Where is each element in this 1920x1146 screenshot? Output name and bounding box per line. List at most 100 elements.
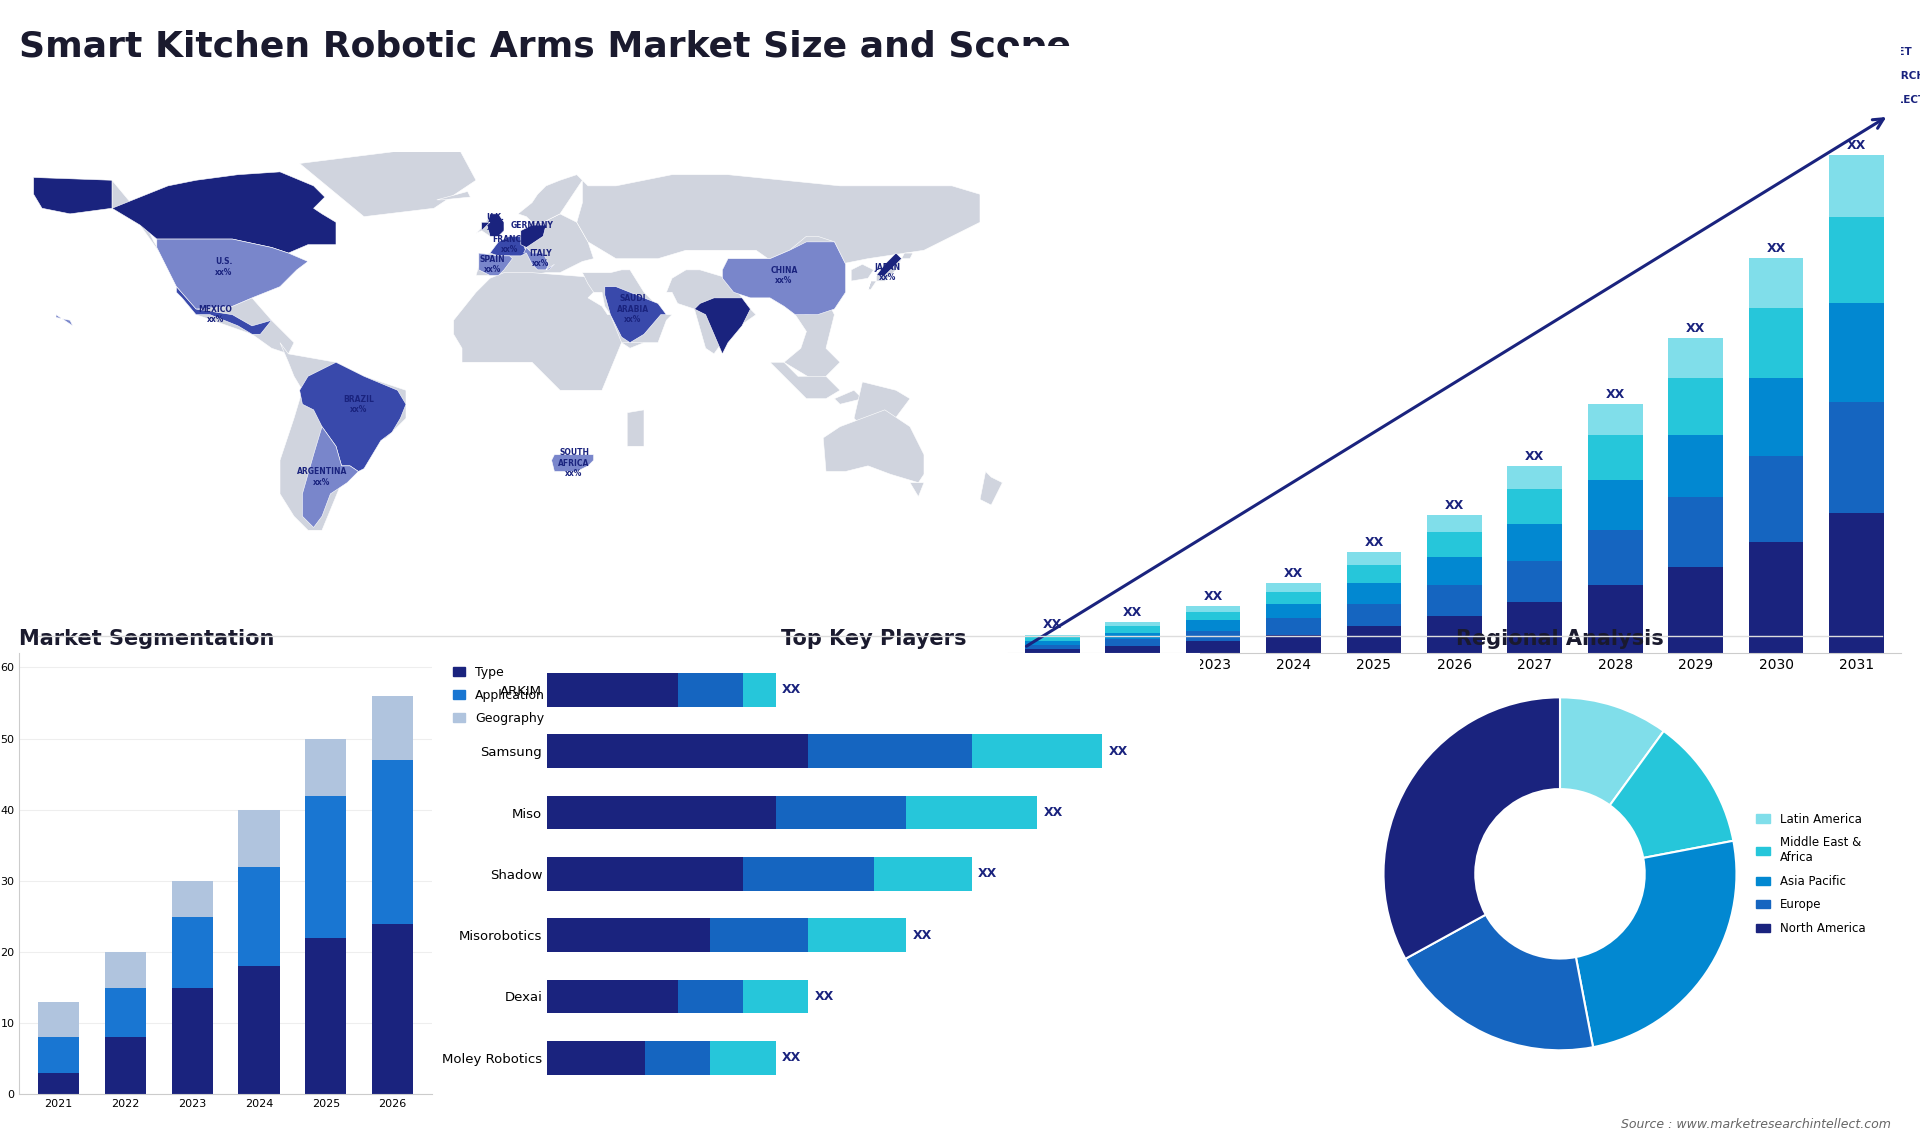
Bar xyxy=(1588,529,1644,586)
Bar xyxy=(972,735,1102,768)
Bar xyxy=(305,739,346,795)
Text: Smart Kitchen Robotic Arms Market Size and Scope: Smart Kitchen Robotic Arms Market Size a… xyxy=(19,30,1071,64)
Bar xyxy=(743,673,776,707)
Bar xyxy=(1187,641,1240,653)
Polygon shape xyxy=(824,410,924,482)
Bar xyxy=(1507,466,1563,488)
Legend: Latin America, Middle East &
Africa, Asia Pacific, Europe, North America: Latin America, Middle East & Africa, Asi… xyxy=(1751,808,1870,940)
Bar xyxy=(171,917,213,988)
Bar xyxy=(372,696,413,760)
Bar xyxy=(106,1037,146,1094)
Bar xyxy=(1749,542,1803,653)
Bar xyxy=(305,795,346,937)
Polygon shape xyxy=(438,191,470,199)
Bar xyxy=(547,1041,645,1075)
Polygon shape xyxy=(628,410,643,446)
Bar xyxy=(1025,635,1079,637)
Polygon shape xyxy=(300,362,405,471)
Bar xyxy=(1427,617,1482,653)
Text: XX: XX xyxy=(1043,619,1062,631)
Wedge shape xyxy=(1576,841,1736,1047)
Text: CHINA
xx%: CHINA xx% xyxy=(770,266,797,285)
Text: Source : www.marketresearchintellect.com: Source : www.marketresearchintellect.com xyxy=(1620,1117,1891,1131)
Polygon shape xyxy=(851,265,874,281)
Bar xyxy=(1749,377,1803,456)
Polygon shape xyxy=(551,455,593,471)
Text: XX: XX xyxy=(1444,500,1465,512)
Bar xyxy=(372,924,413,1094)
Text: XX: XX xyxy=(1204,589,1223,603)
Polygon shape xyxy=(490,236,526,256)
Bar xyxy=(171,881,213,917)
Polygon shape xyxy=(835,391,862,405)
Title: Regional Analysis: Regional Analysis xyxy=(1455,629,1665,649)
Bar xyxy=(1346,552,1402,565)
Bar xyxy=(1346,604,1402,627)
Bar xyxy=(1265,635,1321,653)
Polygon shape xyxy=(482,222,490,230)
Polygon shape xyxy=(524,248,555,269)
Polygon shape xyxy=(1553,47,1695,133)
Bar xyxy=(1346,565,1402,583)
Text: Market Segmentation: Market Segmentation xyxy=(19,629,275,649)
Bar xyxy=(1427,586,1482,617)
Bar xyxy=(238,966,280,1094)
Bar xyxy=(38,1002,79,1037)
Polygon shape xyxy=(868,281,876,290)
Bar xyxy=(1265,591,1321,604)
Polygon shape xyxy=(518,174,582,222)
Polygon shape xyxy=(177,286,271,335)
Polygon shape xyxy=(33,178,111,209)
Bar xyxy=(808,735,972,768)
Text: XX: XX xyxy=(1284,567,1304,580)
Bar xyxy=(1427,532,1482,557)
Polygon shape xyxy=(56,315,73,325)
Polygon shape xyxy=(157,240,307,309)
Bar xyxy=(1187,620,1240,630)
Bar xyxy=(1507,524,1563,560)
Polygon shape xyxy=(1695,47,1837,133)
Bar xyxy=(1187,606,1240,612)
Bar xyxy=(1588,586,1644,653)
Bar xyxy=(238,866,280,966)
Legend: Type, Application, Geography: Type, Application, Geography xyxy=(447,659,551,731)
Bar xyxy=(1830,402,1884,513)
Bar xyxy=(1507,560,1563,602)
Bar xyxy=(1668,435,1722,497)
Polygon shape xyxy=(111,172,336,253)
Polygon shape xyxy=(1607,76,1786,133)
Text: INDIA
xx%: INDIA xx% xyxy=(712,311,737,330)
Bar xyxy=(1187,630,1240,641)
Wedge shape xyxy=(1405,915,1594,1050)
Bar xyxy=(1427,516,1482,532)
Text: U.S.
xx%: U.S. xx% xyxy=(215,258,232,277)
Polygon shape xyxy=(876,253,902,281)
Text: XX: XX xyxy=(912,928,931,942)
Polygon shape xyxy=(854,382,910,432)
Bar xyxy=(1749,258,1803,307)
Bar xyxy=(1749,456,1803,542)
Bar xyxy=(305,937,346,1094)
Polygon shape xyxy=(300,144,476,217)
Bar xyxy=(1668,567,1722,653)
Bar xyxy=(1668,338,1722,377)
Text: ITALY
xx%: ITALY xx% xyxy=(530,249,551,268)
Polygon shape xyxy=(582,269,672,343)
Polygon shape xyxy=(868,253,902,290)
Bar xyxy=(1346,583,1402,604)
Bar xyxy=(678,980,743,1013)
Bar xyxy=(1265,604,1321,618)
Text: XX: XX xyxy=(977,868,996,880)
Polygon shape xyxy=(520,225,545,248)
Text: GERMANY
xx%: GERMANY xx% xyxy=(511,221,553,241)
Bar xyxy=(106,952,146,988)
Bar xyxy=(1106,638,1160,646)
Text: XX: XX xyxy=(781,683,801,697)
Bar xyxy=(1265,618,1321,635)
Polygon shape xyxy=(910,482,924,496)
Bar xyxy=(1830,513,1884,653)
Bar xyxy=(547,735,808,768)
Text: SOUTH
AFRICA
xx%: SOUTH AFRICA xx% xyxy=(559,448,589,478)
Text: XX: XX xyxy=(1524,449,1544,463)
Bar xyxy=(1025,645,1079,649)
